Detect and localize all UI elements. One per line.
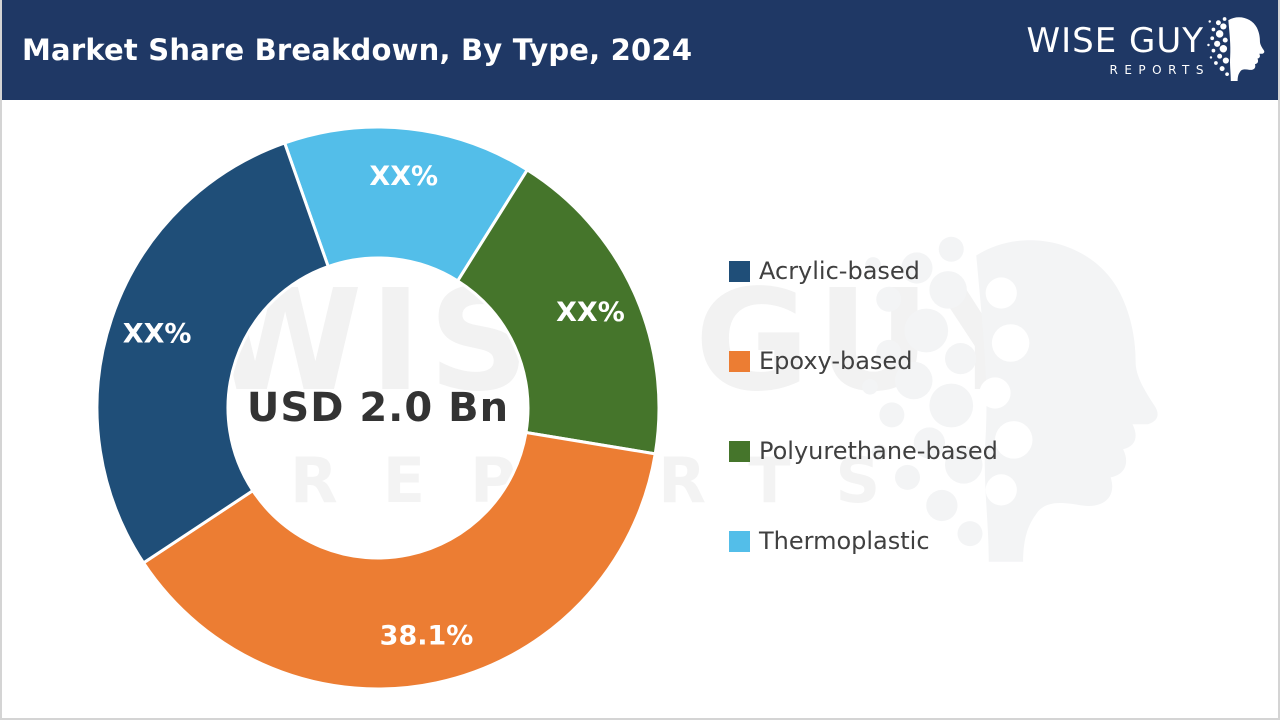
legend-label: Acrylic-based xyxy=(759,257,920,285)
donut-segment-label: 38.1% xyxy=(380,620,474,651)
legend-label: Thermoplastic xyxy=(759,527,930,555)
donut-chart: XX% XX% 38.1% XX% xyxy=(95,125,661,691)
donut-center-value: USD 2.0 Bn xyxy=(246,385,510,431)
legend-swatch xyxy=(729,530,750,552)
watermark-head-icon xyxy=(862,236,1158,562)
legend-swatch xyxy=(729,350,750,372)
donut-segment-thermoplastic xyxy=(283,125,529,283)
header-bar: Market Share Breakdown, By Type, 2024 WI… xyxy=(0,0,1280,100)
logo-reports-label: REPORTS xyxy=(1109,63,1210,77)
legend-item: Epoxy-based xyxy=(729,347,998,375)
legend-swatch xyxy=(729,440,750,462)
donut-segment-polyurethane-based xyxy=(456,168,661,456)
logo-text: WISE GUY REPORTS xyxy=(1026,24,1204,77)
donut-segment-acrylic-based xyxy=(95,141,330,565)
legend-item: Acrylic-based xyxy=(729,257,998,285)
donut-segment-label: XX% xyxy=(556,297,625,328)
donut-segment-label: XX% xyxy=(369,161,438,192)
legend-label: Epoxy-based xyxy=(759,347,913,375)
page-title: Market Share Breakdown, By Type, 2024 xyxy=(22,33,693,67)
legend-swatch xyxy=(729,260,750,282)
donut-segment-epoxy-based xyxy=(142,431,657,691)
legend: Acrylic-based Epoxy-based Polyurethane-b… xyxy=(729,257,998,555)
legend-item: Polyurethane-based xyxy=(729,437,998,465)
legend-label: Polyurethane-based xyxy=(759,437,998,465)
logo: WISE GUY REPORTS xyxy=(1026,8,1268,92)
logo-head-icon xyxy=(1207,17,1265,81)
legend-item: Thermoplastic xyxy=(729,527,998,555)
logo-wordmark: WISE GUY xyxy=(1026,21,1204,61)
donut-segment-label: XX% xyxy=(123,318,192,349)
